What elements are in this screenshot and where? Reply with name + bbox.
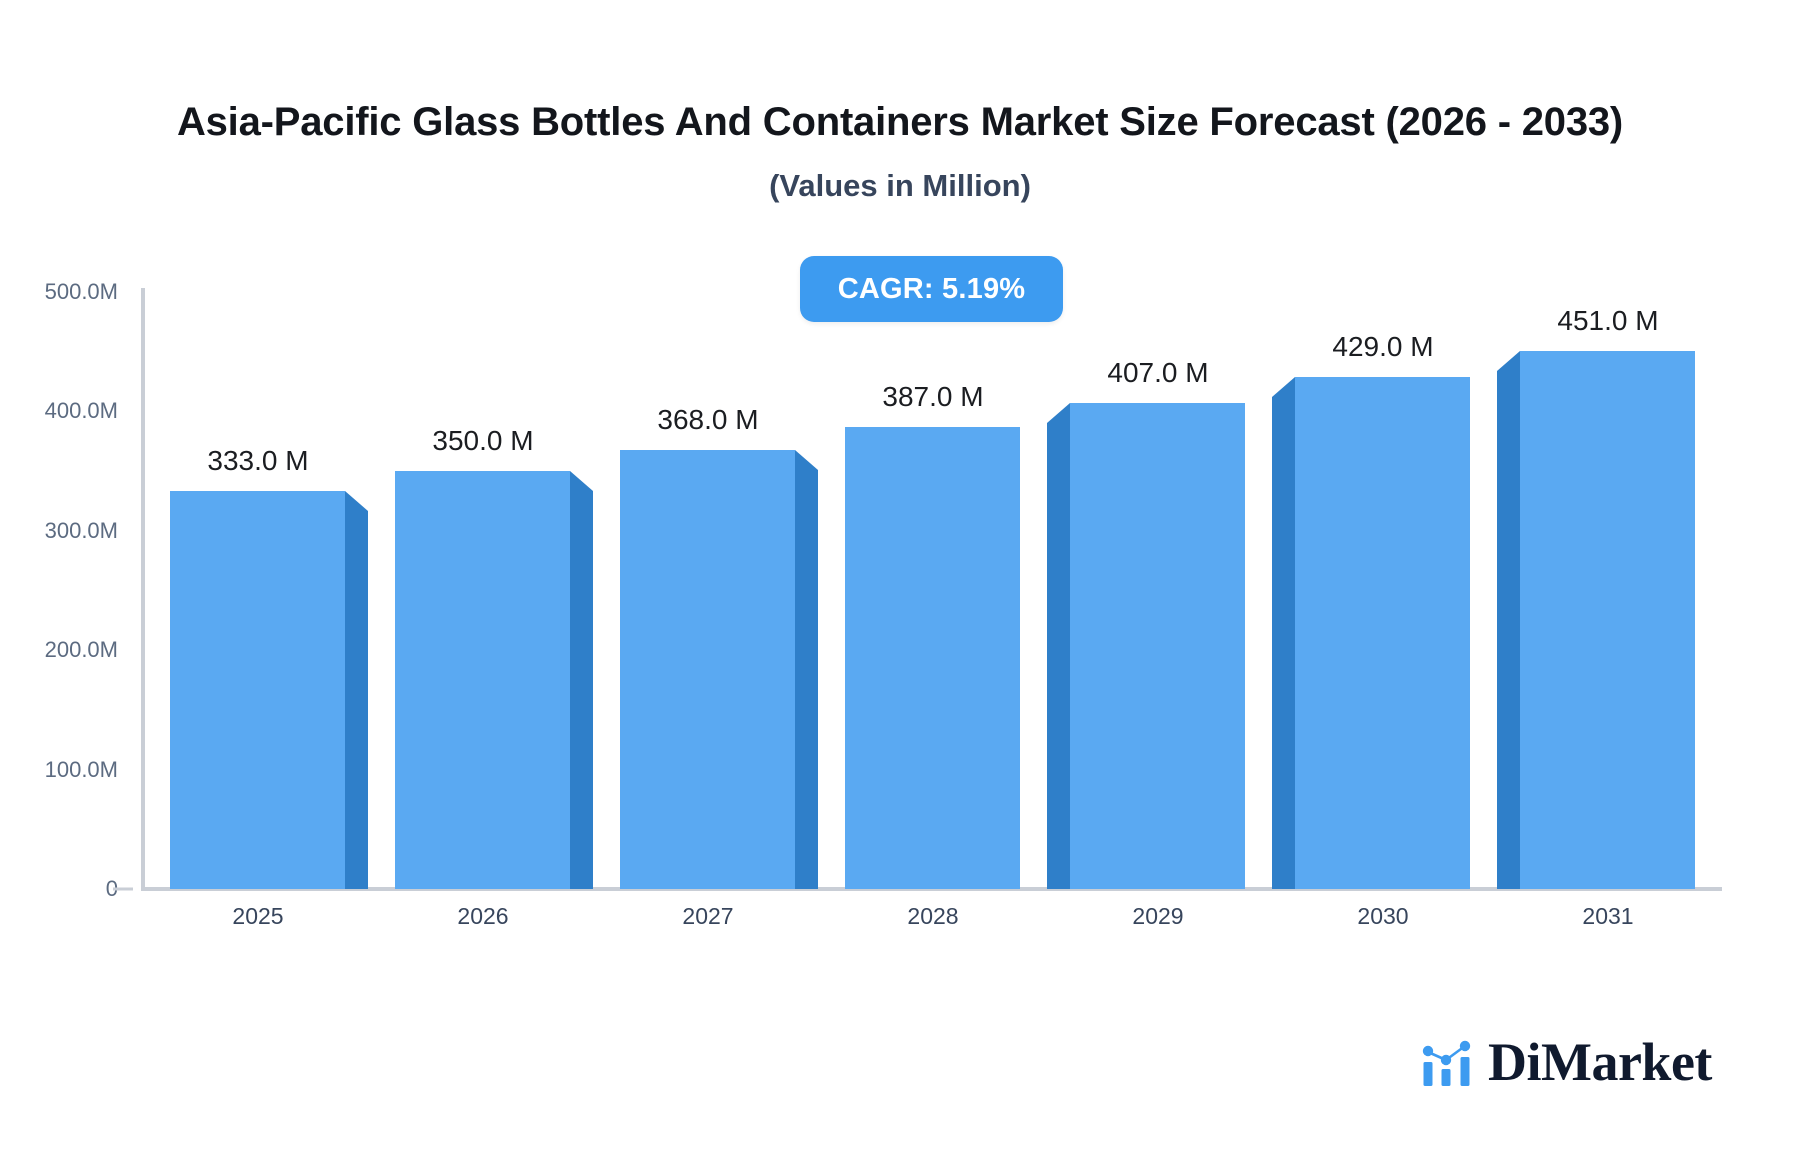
- bar-front-face: [170, 491, 345, 889]
- bar-side-face: [1497, 371, 1520, 889]
- brand-name: DiMarket: [1488, 1032, 1712, 1092]
- y-axis-tick-400: 400.0M: [44, 398, 118, 424]
- bar-front-face: [845, 427, 1020, 889]
- bar-top-face: [570, 471, 593, 491]
- x-axis-tick-2030: 2030: [1357, 903, 1409, 929]
- bar-front-face: [1295, 377, 1470, 889]
- bar-2031[interactable]: [1497, 351, 1695, 889]
- bar-value-label-2030: 429.0 M: [1332, 331, 1434, 362]
- x-axis-tick-2027: 2027: [682, 903, 734, 929]
- x-axis-tick-2026: 2026: [457, 903, 509, 929]
- bar-value-label-2026: 350.0 M: [432, 425, 534, 456]
- bar-front-face: [1070, 403, 1245, 889]
- y-axis-zero-dash: [113, 887, 133, 891]
- bar-side-face: [345, 511, 368, 889]
- bar-front-face: [620, 450, 795, 889]
- x-axis-tick-2028: 2028: [907, 903, 959, 929]
- bar-2030[interactable]: [1272, 377, 1470, 889]
- y-axis-tick-200: 200.0M: [44, 637, 118, 663]
- y-axis-tick-300: 300.0M: [44, 517, 118, 543]
- bar-value-label-2029: 407.0 M: [1107, 357, 1209, 388]
- cagr-badge: CAGR: 5.19%: [800, 256, 1063, 322]
- bar-2027[interactable]: [620, 450, 818, 889]
- bar-front-face: [395, 471, 570, 889]
- x-axis-tick-2029: 2029: [1132, 903, 1184, 929]
- bar-value-label-2031: 451.0 M: [1557, 305, 1659, 336]
- bar-side-face: [795, 470, 818, 889]
- brand-logo: DiMarket: [1420, 1035, 1712, 1089]
- cagr-badge-label: CAGR: 5.19%: [837, 272, 1026, 305]
- bar-side-face: [1047, 423, 1070, 889]
- chart-title: Asia-Pacific Glass Bottles And Container…: [176, 100, 1624, 144]
- bar-top-face: [1272, 377, 1295, 397]
- bar-side-face: [570, 491, 593, 889]
- bar-top-face: [795, 450, 818, 470]
- bar-value-label-2027: 368.0 M: [657, 404, 759, 435]
- chart-subtitle: (Values in Million): [769, 168, 1031, 203]
- bar-side-face: [1272, 397, 1295, 889]
- bar-top-face: [1047, 403, 1070, 423]
- bar-top-face: [345, 491, 368, 511]
- bar-value-label-2025: 333.0 M: [207, 445, 309, 476]
- y-axis-line: [141, 288, 145, 891]
- bar-chart-logo-icon: [1422, 1040, 1471, 1086]
- y-axis-tick-100: 100.0M: [44, 756, 118, 782]
- bar-2029[interactable]: [1047, 403, 1245, 889]
- y-axis-tick-500: 500.0M: [44, 279, 118, 304]
- x-axis-tick-2031: 2031: [1582, 903, 1634, 929]
- x-axis-line: [141, 887, 1722, 891]
- bar-value-label-2028: 387.0 M: [882, 381, 984, 412]
- bar-2028[interactable]: [845, 427, 1020, 889]
- bar-top-face: [1497, 351, 1520, 371]
- x-axis-tick-2025: 2025: [232, 903, 284, 929]
- bar-front-face: [1520, 351, 1695, 889]
- y-axis-tick-0: 0: [105, 876, 118, 901]
- bar-2025[interactable]: [170, 491, 368, 889]
- bar-2026[interactable]: [395, 471, 593, 889]
